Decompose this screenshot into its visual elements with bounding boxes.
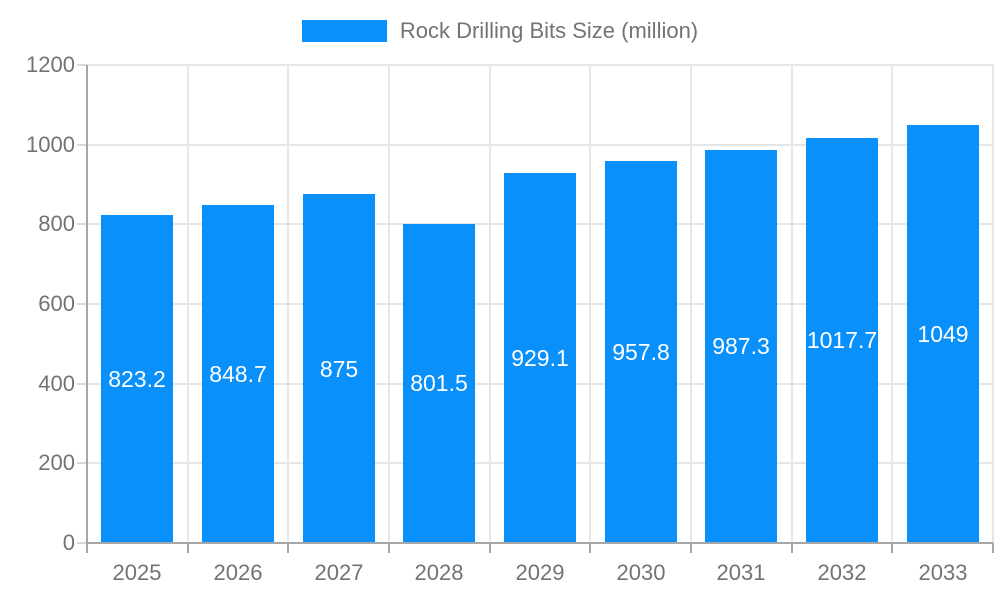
x-axis-tick bbox=[790, 543, 793, 553]
y-axis-tick bbox=[77, 462, 87, 465]
x-axis-tick bbox=[690, 543, 692, 553]
bar-2031[interactable] bbox=[705, 149, 777, 543]
y-axis-label: 800 bbox=[38, 211, 75, 237]
gridline-vertical bbox=[690, 65, 692, 543]
y-axis-tick bbox=[77, 542, 87, 544]
bar-2032[interactable] bbox=[806, 137, 878, 543]
x-axis-tick bbox=[891, 543, 894, 553]
x-axis-label: 2029 bbox=[515, 560, 565, 585]
x-axis-label: 2031 bbox=[716, 560, 766, 585]
y-axis-line bbox=[86, 65, 88, 543]
gridline-vertical bbox=[891, 65, 894, 543]
bar-2026[interactable] bbox=[202, 204, 274, 543]
x-axis-tick bbox=[388, 543, 390, 553]
x-axis-line bbox=[87, 542, 993, 544]
y-axis-label: 200 bbox=[38, 450, 75, 476]
gridline-vertical bbox=[790, 65, 793, 543]
y-axis-tick bbox=[77, 382, 87, 385]
y-axis-label: 600 bbox=[38, 291, 75, 316]
x-axis-tick bbox=[186, 543, 189, 553]
y-axis-tick bbox=[77, 64, 87, 66]
x-axis-label: 2025 bbox=[112, 560, 162, 585]
x-axis-label: 2030 bbox=[616, 560, 666, 585]
legend-swatch-icon bbox=[301, 20, 387, 42]
x-axis-tick bbox=[86, 543, 88, 553]
bar-2029[interactable] bbox=[504, 172, 576, 543]
x-axis-label: 2028 bbox=[414, 560, 464, 585]
gridline-vertical bbox=[488, 65, 491, 543]
gridline-vertical bbox=[388, 65, 390, 543]
y-axis-tick bbox=[77, 143, 87, 146]
y-axis-label: 0 bbox=[62, 530, 75, 555]
y-axis-tick bbox=[77, 303, 87, 305]
y-axis-label: 400 bbox=[38, 370, 75, 396]
x-axis-label: 2026 bbox=[213, 560, 263, 585]
y-axis-label: 1000 bbox=[26, 131, 75, 157]
bar-2033[interactable] bbox=[907, 125, 979, 543]
x-axis-label: 2033 bbox=[918, 560, 968, 585]
x-axis-tick bbox=[287, 543, 290, 553]
bar-2028[interactable] bbox=[403, 223, 475, 543]
legend: Rock Drilling Bits Size (million) bbox=[0, 18, 1000, 44]
y-axis-tick bbox=[77, 223, 87, 226]
bar-2027[interactable] bbox=[303, 194, 375, 543]
bar-2030[interactable] bbox=[605, 161, 677, 543]
x-axis-label: 2027 bbox=[314, 560, 364, 585]
gridline-vertical bbox=[992, 65, 994, 543]
bar-2025[interactable] bbox=[101, 215, 173, 543]
gridline-vertical bbox=[287, 65, 290, 543]
gridline-vertical bbox=[589, 65, 592, 543]
x-axis-tick bbox=[992, 543, 994, 553]
gridline-vertical bbox=[186, 65, 189, 543]
gridline-horizontal bbox=[87, 143, 993, 146]
x-axis-tick bbox=[589, 543, 592, 553]
x-axis-tick bbox=[488, 543, 491, 553]
legend-label: Rock Drilling Bits Size (million) bbox=[399, 18, 699, 43]
legend-item[interactable]: Rock Drilling Bits Size (million) bbox=[301, 18, 699, 44]
gridline-horizontal bbox=[87, 64, 993, 66]
y-axis-label: 1200 bbox=[26, 52, 75, 77]
x-axis-label: 2032 bbox=[817, 560, 867, 585]
